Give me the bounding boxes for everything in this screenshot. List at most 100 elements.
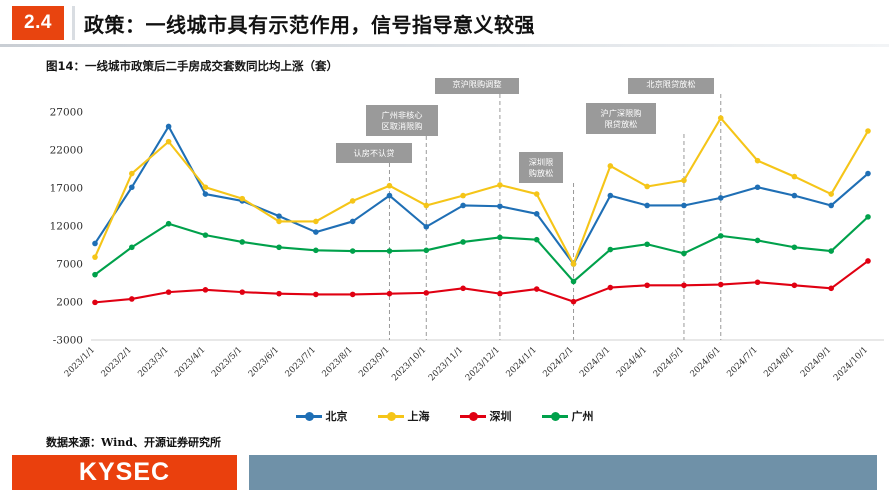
data-point-北京-2023/12/1[interactable] bbox=[497, 203, 503, 210]
data-point-深圳-2023/10/1[interactable] bbox=[423, 290, 430, 296]
data-point-上海-2024/4/1[interactable] bbox=[644, 183, 650, 190]
data-point-上海-2023/4/1[interactable] bbox=[202, 184, 209, 191]
data-point-上海-2024/5/1[interactable] bbox=[681, 177, 687, 184]
data-point-广州-2024/6/1[interactable] bbox=[717, 233, 724, 239]
data-point-深圳-2024/3/1[interactable] bbox=[607, 284, 614, 291]
data-point-深圳-2023/4/1[interactable] bbox=[202, 287, 209, 293]
data-point-北京-2023/4/1[interactable] bbox=[202, 191, 209, 197]
data-point-北京-2024/5/1[interactable] bbox=[681, 202, 687, 209]
data-point-广州-2024/5/1[interactable] bbox=[681, 250, 687, 257]
data-point-深圳-2024/8/1[interactable] bbox=[791, 282, 798, 289]
data-point-广州-2024/9/1[interactable] bbox=[828, 248, 834, 254]
data-point-上海-2023/2/1[interactable] bbox=[129, 170, 135, 177]
data-point-上海-2024/10/1[interactable] bbox=[865, 128, 871, 134]
data-point-上海-2024/6/1[interactable] bbox=[717, 115, 724, 121]
data-point-上海-2023/5/1[interactable] bbox=[239, 195, 246, 202]
data-point-广州-2024/4/1[interactable] bbox=[644, 241, 650, 248]
data-point-上海-2023/7/1[interactable] bbox=[313, 218, 319, 225]
data-point-上海-2023/1/1[interactable] bbox=[92, 254, 98, 260]
series-line-广州[interactable] bbox=[93, 215, 870, 283]
data-point-北京-2023/10/1[interactable] bbox=[423, 223, 430, 230]
data-point-上海-2023/11/1[interactable] bbox=[460, 192, 466, 199]
data-point-广州-2023/8/1[interactable] bbox=[349, 248, 356, 254]
data-point-北京-2024/4/1[interactable] bbox=[644, 202, 650, 209]
data-point-广州-2023/9/1[interactable] bbox=[386, 248, 393, 254]
series-line-上海[interactable] bbox=[93, 117, 870, 266]
data-point-上海-2024/3/1[interactable] bbox=[607, 163, 614, 169]
data-point-深圳-2024/5/1[interactable] bbox=[681, 282, 687, 289]
data-point-深圳-2023/8/1[interactable] bbox=[349, 291, 356, 298]
data-point-广州-2023/12/1[interactable] bbox=[497, 234, 503, 241]
data-point-北京-2023/1/1[interactable] bbox=[92, 240, 98, 247]
x-axis-tick-label: 2023/3/1 bbox=[136, 345, 170, 379]
legend-item-深圳[interactable]: 深圳 bbox=[459, 408, 512, 424]
data-point-北京-2024/6/1[interactable] bbox=[717, 195, 724, 201]
header-divider bbox=[72, 6, 75, 40]
data-point-上海-2023/6/1[interactable] bbox=[276, 218, 282, 225]
data-point-广州-2023/4/1[interactable] bbox=[202, 232, 209, 238]
legend-item-北京[interactable]: 北京 bbox=[295, 408, 348, 424]
data-point-深圳-2023/3/1[interactable] bbox=[165, 289, 172, 295]
data-point-深圳-2023/11/1[interactable] bbox=[460, 285, 466, 292]
legend-item-广州[interactable]: 广州 bbox=[541, 408, 594, 424]
data-point-上海-2023/8/1[interactable] bbox=[349, 198, 356, 204]
data-point-深圳-2024/2/1[interactable] bbox=[570, 298, 577, 305]
data-point-上海-2024/1/1[interactable] bbox=[533, 191, 540, 197]
data-point-深圳-2023/6/1[interactable] bbox=[276, 290, 282, 297]
data-point-广州-2023/2/1[interactable] bbox=[129, 244, 135, 251]
y-axis-tick-label: 17000 bbox=[50, 183, 83, 195]
data-point-广州-2023/6/1[interactable] bbox=[276, 244, 282, 251]
data-point-广州-2024/10/1[interactable] bbox=[865, 214, 871, 220]
series-line-深圳[interactable] bbox=[93, 259, 870, 304]
data-point-深圳-2023/12/1[interactable] bbox=[497, 290, 503, 297]
data-point-深圳-2024/7/1[interactable] bbox=[754, 279, 761, 286]
data-point-广州-2024/1/1[interactable] bbox=[533, 236, 540, 243]
data-point-深圳-2024/6/1[interactable] bbox=[717, 281, 724, 288]
data-point-深圳-2023/2/1[interactable] bbox=[129, 296, 135, 302]
data-point-北京-2023/9/1[interactable] bbox=[386, 192, 393, 199]
data-point-广州-2023/7/1[interactable] bbox=[313, 247, 319, 254]
data-point-上海-2024/8/1[interactable] bbox=[791, 173, 798, 180]
data-point-深圳-2024/9/1[interactable] bbox=[828, 285, 834, 292]
data-point-深圳-2023/9/1[interactable] bbox=[386, 290, 393, 297]
legend-item-上海[interactable]: 上海 bbox=[377, 408, 430, 424]
data-point-北京-2024/9/1[interactable] bbox=[828, 202, 834, 209]
data-point-广州-2024/7/1[interactable] bbox=[754, 237, 761, 244]
data-point-北京-2023/6/1[interactable] bbox=[276, 213, 282, 219]
data-point-深圳-2024/10/1[interactable] bbox=[865, 258, 871, 264]
data-point-北京-2024/8/1[interactable] bbox=[791, 192, 798, 199]
data-point-广州-2024/3/1[interactable] bbox=[607, 246, 614, 253]
data-point-广州-2024/2/1[interactable] bbox=[570, 278, 577, 285]
data-point-广州-2023/3/1[interactable] bbox=[165, 220, 172, 227]
data-point-广州-2023/10/1[interactable] bbox=[423, 247, 430, 254]
data-point-北京-2024/7/1[interactable] bbox=[754, 184, 761, 191]
data-point-上海-2023/9/1[interactable] bbox=[386, 182, 393, 189]
data-point-上海-2023/10/1[interactable] bbox=[423, 202, 430, 209]
data-point-北京-2024/3/1[interactable] bbox=[607, 192, 614, 199]
data-point-深圳-2023/5/1[interactable] bbox=[239, 289, 246, 295]
data-point-北京-2024/10/1[interactable] bbox=[865, 170, 871, 177]
data-point-深圳-2024/1/1[interactable] bbox=[533, 286, 540, 292]
data-point-广州-2023/11/1[interactable] bbox=[460, 239, 466, 245]
data-point-深圳-2023/7/1[interactable] bbox=[313, 291, 319, 298]
data-point-上海-2024/2/1[interactable] bbox=[570, 261, 577, 267]
data-point-北京-2023/11/1[interactable] bbox=[460, 202, 466, 209]
data-point-北京-2023/3/1[interactable] bbox=[165, 123, 172, 130]
series-line-北京[interactable] bbox=[93, 125, 870, 266]
data-point-深圳-2023/1/1[interactable] bbox=[92, 299, 98, 306]
data-point-北京-2023/7/1[interactable] bbox=[313, 229, 319, 235]
data-point-北京-2023/8/1[interactable] bbox=[349, 218, 356, 225]
data-point-广州-2023/1/1[interactable] bbox=[92, 271, 98, 278]
data-point-深圳-2024/4/1[interactable] bbox=[644, 282, 650, 289]
data-point-北京-2024/1/1[interactable] bbox=[533, 211, 540, 217]
data-point-上海-2023/12/1[interactable] bbox=[497, 182, 503, 188]
data-point-北京-2023/2/1[interactable] bbox=[129, 184, 135, 191]
data-point-上海-2024/7/1[interactable] bbox=[754, 157, 761, 164]
data-point-广州-2024/8/1[interactable] bbox=[791, 244, 798, 251]
data-point-上海-2023/3/1[interactable] bbox=[165, 138, 172, 145]
y-axis-tick-label: 22000 bbox=[50, 145, 83, 157]
data-point-上海-2024/9/1[interactable] bbox=[828, 191, 834, 197]
y-axis-tick-label: 27000 bbox=[50, 107, 83, 119]
data-point-广州-2023/5/1[interactable] bbox=[239, 239, 246, 245]
y-axis-tick-label: -3000 bbox=[53, 335, 83, 347]
